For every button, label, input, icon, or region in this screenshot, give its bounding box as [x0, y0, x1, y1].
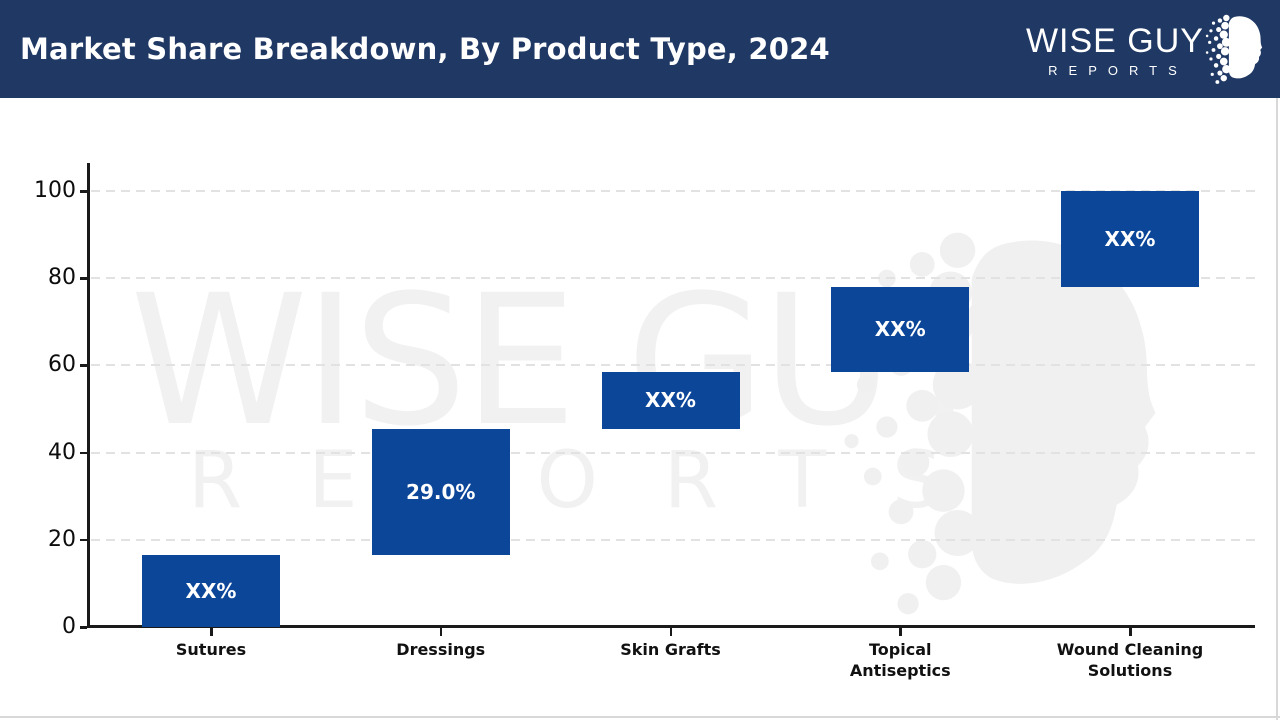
- y-axis-tick: [80, 190, 87, 193]
- x-category-label: Topical Antiseptics: [849, 640, 951, 680]
- watermark-text-reports: REPORTS: [188, 436, 1008, 526]
- y-tick-label: 60: [48, 352, 76, 378]
- chart-bar: XX%: [142, 555, 280, 627]
- bar-value-label: XX%: [1104, 226, 1156, 251]
- x-axis-tick: [210, 628, 213, 636]
- x-category-label: Dressings: [396, 640, 486, 659]
- page-title: Market Share Breakdown, By Product Type,…: [20, 32, 830, 66]
- x-axis-tick: [439, 628, 443, 636]
- y-axis-tick: [80, 364, 87, 367]
- x-axis-tick: [1129, 628, 1132, 636]
- y-gridline: [91, 451, 1255, 454]
- y-axis-tick: [80, 626, 87, 629]
- y-tick-label: 20: [48, 526, 76, 552]
- bar-value-label: XX%: [645, 388, 696, 413]
- y-axis-line: [87, 163, 90, 628]
- bar-value-label: XX%: [874, 317, 926, 342]
- x-axis-tick: [899, 628, 902, 636]
- y-gridline: [91, 538, 1255, 541]
- x-category-label: Wound Cleaning Solutions: [1056, 640, 1204, 680]
- brand-subtitle: REPORTS: [1048, 63, 1188, 78]
- y-tick-label: 100: [34, 178, 76, 203]
- y-gridline: [91, 190, 1255, 192]
- x-category-label: Skin Grafts: [620, 640, 721, 659]
- y-tick-label: 0: [62, 614, 76, 639]
- y-gridline: [91, 277, 1255, 280]
- brand-text: WISE GUY REPORTS: [1026, 22, 1204, 78]
- page-bottom-border: [0, 716, 1280, 718]
- y-tick-label: 40: [48, 439, 76, 465]
- x-category-label: Sutures: [175, 640, 247, 659]
- y-gridline: [91, 364, 1255, 367]
- y-axis-tick: [80, 451, 87, 455]
- page-right-border: [1276, 98, 1278, 720]
- brand-name: WISE GUY: [1025, 22, 1204, 60]
- x-axis-line: [87, 625, 1255, 628]
- bar-value-label: 29.0%: [406, 479, 476, 504]
- chart-bar: 29.0%: [371, 428, 510, 556]
- y-axis-tick: [80, 538, 87, 542]
- chart-bar: XX%: [601, 371, 740, 429]
- header-bar: Market Share Breakdown, By Product Type,…: [0, 0, 1280, 98]
- chart-bar: XX%: [831, 286, 970, 372]
- brand-logo: WISE GUY REPORTS: [1012, 6, 1263, 94]
- wiseguy-head-icon: [1205, 14, 1263, 84]
- y-tick-label: 80: [48, 265, 76, 291]
- bar-value-label: XX%: [185, 579, 237, 604]
- x-axis-tick: [669, 628, 672, 636]
- y-axis-tick: [80, 277, 87, 280]
- chart-bar: XX%: [1061, 191, 1199, 287]
